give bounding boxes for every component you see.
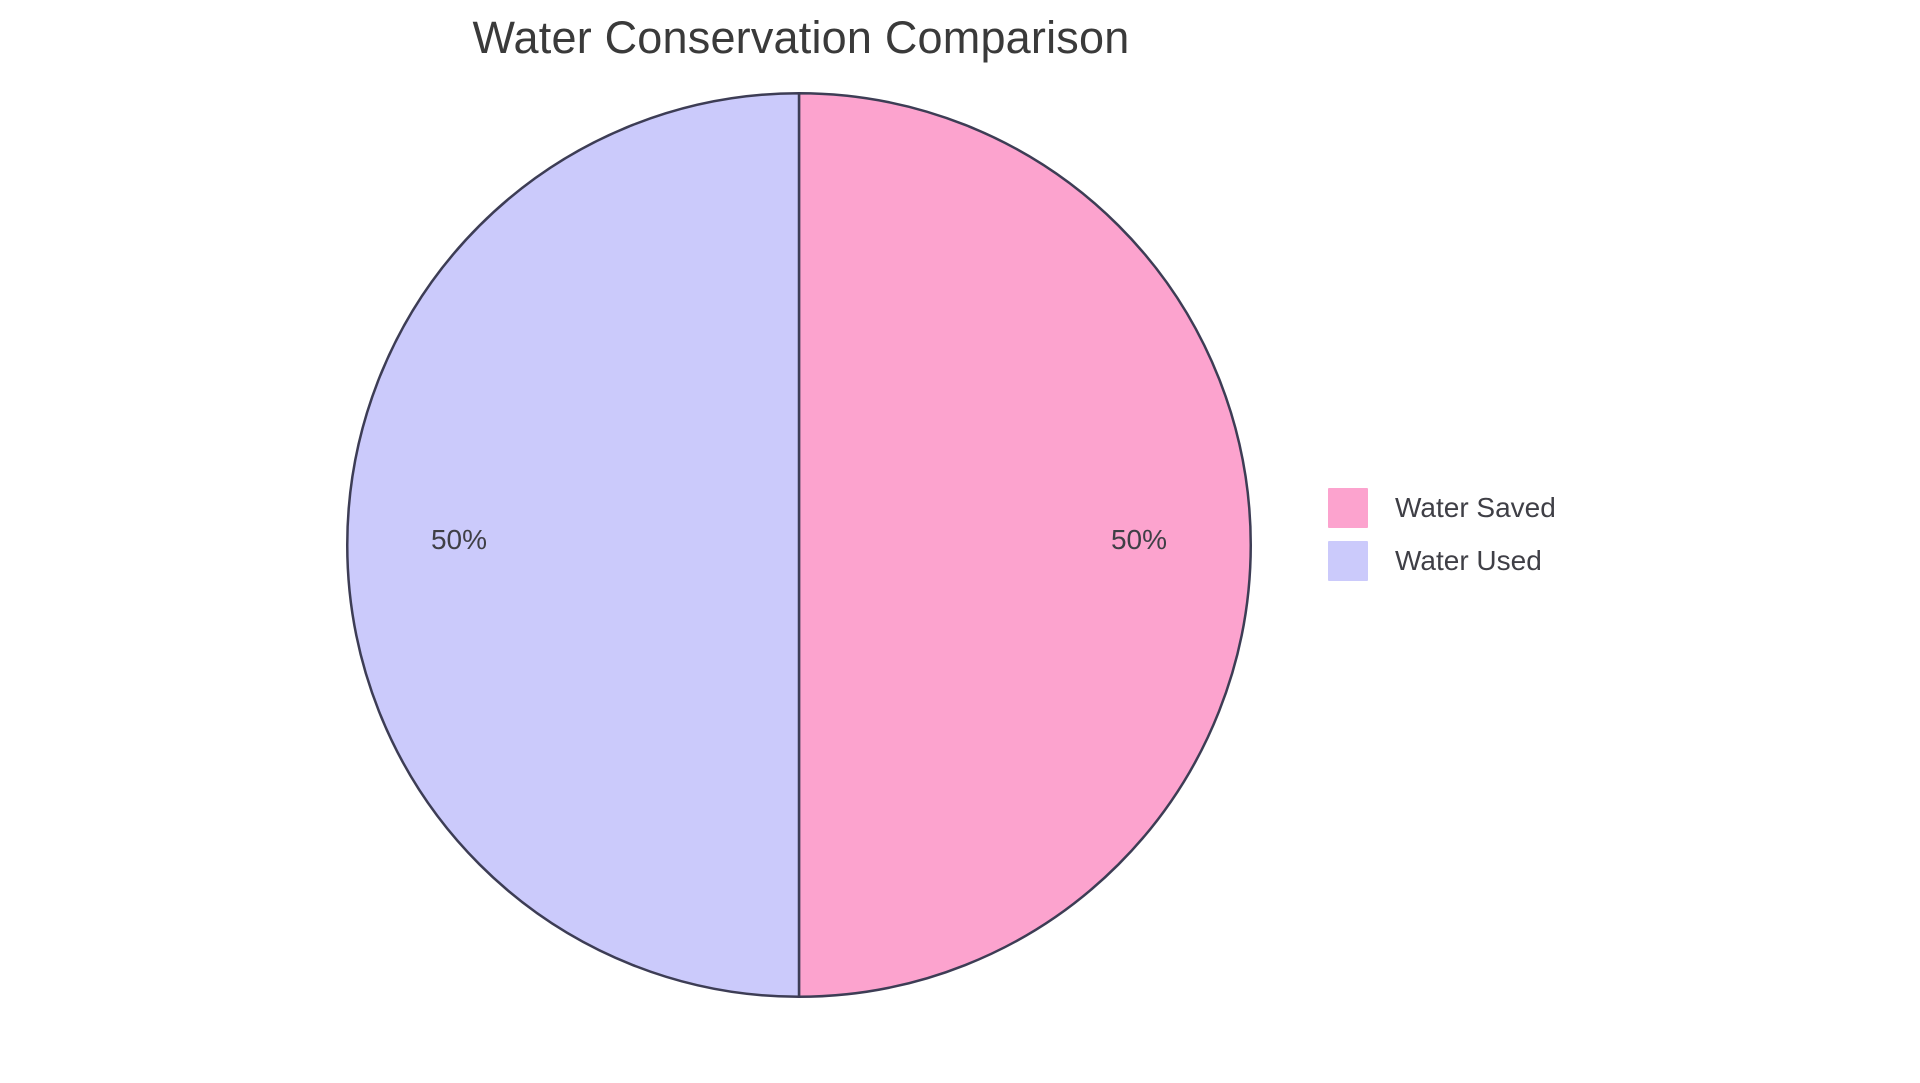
pie-chart — [346, 92, 1252, 998]
legend-label-water-saved: Water Saved — [1395, 492, 1556, 523]
legend-swatch-water-used — [1328, 541, 1368, 581]
chart-title: Water Conservation Comparison — [472, 12, 1130, 63]
legend-swatch-water-saved — [1328, 488, 1368, 528]
pie-slice-water-saved[interactable] — [797, 92, 1252, 998]
legend-label-water-used: Water Used — [1395, 545, 1542, 576]
pie-slice-label-water-saved: 50% — [1110, 524, 1168, 555]
legend-item-water-used[interactable]: Water Used — [1328, 541, 1556, 581]
pie-svg — [346, 92, 1252, 998]
pie-slice-water-used[interactable] — [346, 92, 801, 998]
pie-slice-label-water-used: 50% — [430, 524, 488, 555]
chart-legend: Water Saved Water Used — [1328, 488, 1556, 581]
legend-item-water-saved[interactable]: Water Saved — [1328, 488, 1556, 528]
